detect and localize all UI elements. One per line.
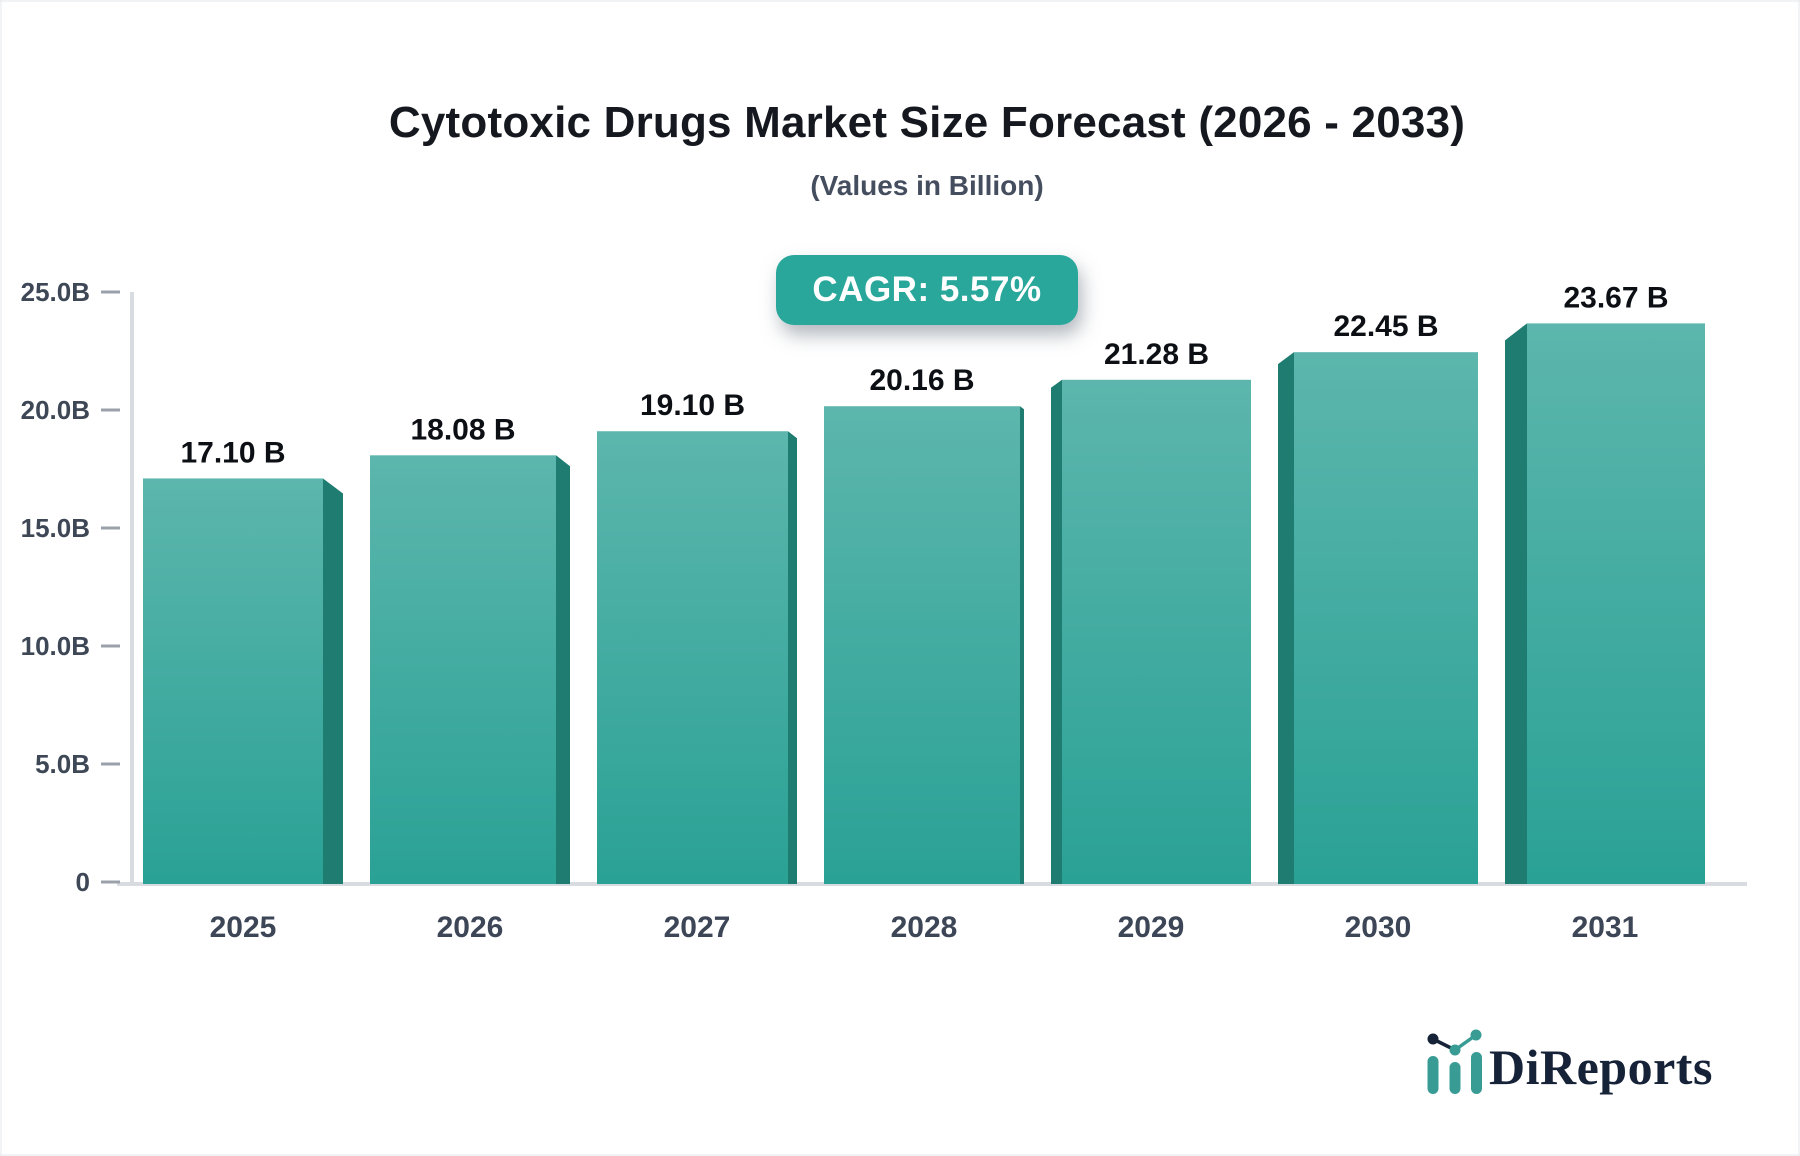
bar-group: 18.08 B 2026 [370, 413, 570, 944]
x-axis-label: 2030 [1345, 911, 1412, 944]
logo-text: DiReports [1489, 1039, 1713, 1095]
y-axis-tick [101, 762, 120, 766]
bar-face [1062, 379, 1251, 884]
y-axis-tick [101, 880, 120, 884]
bar-value-label: 20.16 B [869, 364, 974, 397]
bar-group: 20.16 B 2028 [824, 364, 1024, 944]
bar-3d-side [556, 455, 570, 884]
bar-value-label: 22.45 B [1333, 310, 1438, 343]
bar-3d-side [1278, 352, 1294, 884]
y-axis-tick-label: 25.0B [21, 277, 90, 307]
bar-group: 17.10 B 2025 [143, 436, 343, 944]
bar-face [824, 406, 1020, 884]
bar-group: 22.45 B 2030 [1278, 310, 1478, 944]
x-axis-label: 2026 [437, 911, 504, 944]
bar-3d-side [1020, 406, 1024, 884]
x-axis-label: 2027 [664, 911, 731, 944]
bar-face [143, 478, 323, 884]
x-axis-label: 2031 [1572, 911, 1639, 944]
bar-face [597, 431, 788, 884]
y-axis-tick-label: 0 [76, 867, 90, 897]
bar-value-label: 23.67 B [1563, 281, 1668, 314]
bar-3d-side [323, 478, 343, 884]
y-axis-tick-label: 20.0B [21, 395, 90, 425]
bar-group: 21.28 B 2029 [1051, 338, 1251, 944]
y-axis-tick [101, 526, 120, 530]
x-axis-label: 2028 [891, 911, 958, 944]
bar-group: 19.10 B 2027 [597, 389, 797, 944]
x-axis-label: 2029 [1118, 911, 1185, 944]
bar-value-label: 17.10 B [180, 436, 285, 469]
bar-value-label: 19.10 B [640, 389, 745, 422]
y-axis-tick-label: 5.0B [35, 749, 90, 779]
bar-face [1294, 352, 1478, 884]
y-axis-tick [101, 408, 120, 412]
bar-value-label: 21.28 B [1104, 338, 1209, 371]
bar-line-chart-icon [1427, 1029, 1482, 1094]
bar-group: 23.67 B 2031 [1505, 281, 1705, 944]
y-axis-tick [101, 644, 120, 648]
bar-3d-side [1051, 379, 1062, 884]
y-axis-tick [101, 290, 120, 294]
bar-face [370, 455, 556, 884]
bar-face [1527, 323, 1705, 884]
bar-value-label: 18.08 B [410, 413, 515, 446]
direports-logo: DiReports [1426, 1028, 1713, 1102]
y-axis-tick-label: 15.0B [21, 513, 90, 543]
y-axis-line [130, 292, 134, 886]
x-axis-label: 2025 [210, 911, 277, 944]
chart-title: Cytotoxic Drugs Market Size Forecast (20… [388, 98, 1466, 147]
y-axis-tick-label: 10.0B [21, 631, 90, 661]
chart-subtitle: (Values in Billion) [810, 170, 1044, 201]
bar-3d-side [1505, 323, 1527, 884]
bar-3d-side [788, 431, 797, 884]
